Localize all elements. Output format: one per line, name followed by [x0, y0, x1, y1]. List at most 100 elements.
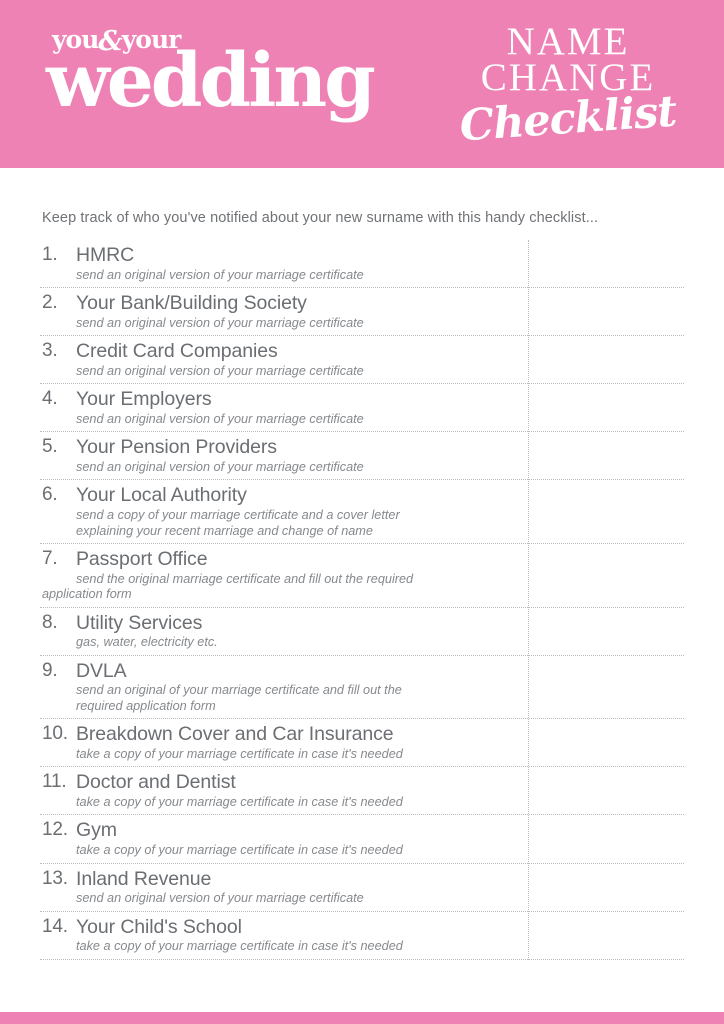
- item-title: Your Bank/Building Society: [76, 292, 307, 315]
- item-number: 6.: [42, 484, 58, 506]
- item-title: DVLA: [76, 659, 127, 682]
- item-number: 14.: [42, 915, 68, 937]
- item-title: Your Employers: [76, 388, 212, 411]
- item-body: Your Local Authority send a copy of your …: [76, 484, 684, 539]
- item-number: 10.: [42, 723, 68, 745]
- item-tick-cell[interactable]: [529, 916, 684, 955]
- item-number: 11.: [42, 771, 67, 793]
- item-description: take a copy of your marriage certificate…: [76, 843, 524, 858]
- item-description: send an original version of your marriag…: [76, 891, 524, 906]
- checklist-row: 12. Gym take a copy of your marriage certi…: [40, 815, 684, 864]
- item-tick-cell[interactable]: [529, 868, 684, 907]
- checklist-row: 3. Credit Card Companies send an original …: [40, 336, 684, 385]
- item-description: send an original version of your marriag…: [76, 268, 524, 283]
- item-tick-cell[interactable]: [529, 340, 684, 379]
- checklist-sheet: Keep track of who you've notified about …: [0, 168, 724, 1012]
- checklist-row-inner: 9. DVLA send an original of your marriage …: [40, 660, 684, 715]
- checklist-row-inner: 3. Credit Card Companies send an original …: [40, 340, 684, 379]
- item-description-line: send an original version of your marriag…: [76, 267, 364, 282]
- item-description: send the original marriage certificate a…: [42, 572, 524, 603]
- item-tick-cell[interactable]: [529, 819, 684, 858]
- checklist-row-inner: 8. Utility Services gas, water, electricit…: [40, 612, 684, 651]
- item-description: send an original version of your marriag…: [76, 412, 524, 427]
- title-line-name: NAME: [506, 20, 630, 63]
- checklist-row-inner: 2. Your Bank/Building Society send an orig…: [40, 292, 684, 331]
- item-description-line: gas, water, electricity etc.: [76, 635, 218, 650]
- checklist-row: 4. Your Employers send an original version…: [40, 384, 684, 433]
- item-description-line: send an original version of your marriag…: [76, 315, 364, 330]
- item-description-line: application form: [42, 587, 132, 602]
- checklist-row: 8. Utility Services gas, water, electricit…: [40, 608, 684, 656]
- checklist-row: 9. DVLA send an original of your marriage …: [40, 656, 684, 720]
- checklist-row-inner: 6. Your Local Authority send a copy of you…: [40, 484, 684, 539]
- footer-band: [0, 1012, 724, 1024]
- item-body: Your Child's School take a copy of your m…: [76, 916, 684, 955]
- item-body: Your Pension Providers send an original v…: [76, 436, 684, 475]
- item-description: take a copy of your marriage certificate…: [76, 939, 524, 954]
- item-description: send an original version of your marriag…: [76, 460, 524, 475]
- magazine-logo: you&your wedding: [46, 25, 376, 124]
- item-description-line: take a copy of your marriage certificate…: [76, 746, 403, 761]
- checklist-row-inner: 10. Breakdown Cover and Car Insurance take…: [40, 723, 684, 762]
- item-tick-cell[interactable]: [529, 244, 684, 283]
- logo-text-your: your: [121, 25, 182, 54]
- item-tick-cell[interactable]: [529, 723, 684, 762]
- item-tick-cell[interactable]: [529, 436, 684, 475]
- item-description-line: send the original marriage certificate a…: [76, 571, 414, 586]
- item-tick-cell[interactable]: [529, 771, 684, 810]
- checklist-row: 6. Your Local Authority send a copy of you…: [40, 480, 684, 545]
- item-number: 3.: [42, 340, 58, 362]
- item-tick-cell[interactable]: [529, 660, 684, 715]
- item-body: Passport Office send the original marriag…: [42, 548, 684, 603]
- ampersand-icon: &: [98, 26, 122, 57]
- item-title: Passport Office: [76, 548, 208, 571]
- checklist-row: 7. Passport Office send the original marri…: [40, 544, 684, 608]
- item-description-line: send an original version of your marriag…: [76, 891, 364, 906]
- item-number: 7.: [42, 548, 58, 570]
- item-title: Your Pension Providers: [76, 436, 277, 459]
- item-tick-cell[interactable]: [529, 612, 684, 651]
- checklist-row-inner: 12. Gym take a copy of your marriage certi…: [40, 819, 684, 858]
- checklist-table: 1. HMRC send an original version of your m…: [40, 240, 684, 960]
- logo-line-wedding: wedding: [46, 38, 376, 124]
- item-number: 8.: [42, 611, 58, 633]
- item-tick-cell[interactable]: [529, 484, 684, 539]
- item-body: Doctor and Dentist take a copy of your ma…: [76, 771, 684, 810]
- tick-column-divider: [528, 240, 529, 960]
- item-title: HMRC: [76, 244, 135, 266]
- item-description-line: take a copy of your marriage certificate…: [76, 939, 403, 954]
- item-title: Gym: [76, 819, 117, 842]
- item-description-line: send an original version of your marriag…: [76, 411, 364, 426]
- item-tick-cell[interactable]: [529, 548, 684, 603]
- checklist-row-inner: 4. Your Employers send an original version…: [40, 388, 684, 427]
- logo-text-you: you: [52, 25, 99, 54]
- item-description: take a copy of your marriage certificate…: [76, 795, 524, 810]
- item-number: 12.: [42, 819, 68, 841]
- item-tick-cell[interactable]: [529, 388, 684, 427]
- item-description: send an original of your marriage certif…: [76, 683, 524, 714]
- item-description-line: take a copy of your marriage certificate…: [76, 795, 403, 809]
- item-title: Breakdown Cover and Car Insurance: [76, 723, 394, 746]
- item-description-line: take a copy of your marriage certificate…: [76, 843, 403, 858]
- item-number: 1.: [42, 244, 58, 265]
- item-number: 9.: [42, 659, 58, 681]
- item-number: 4.: [42, 388, 58, 410]
- item-number: 5.: [42, 436, 58, 458]
- item-body: Your Employers send an original version o…: [76, 388, 684, 427]
- item-description: send a copy of your marriage certificate…: [76, 508, 524, 539]
- checklist-row-inner: 14. Your Child's School take a copy of you…: [40, 916, 684, 955]
- checklist-row-inner: 7. Passport Office send the original marri…: [40, 548, 684, 603]
- item-body: Utility Services gas, water, electricity …: [76, 612, 684, 651]
- title-line-change: CHANGE: [480, 55, 656, 99]
- checklist-row-inner: 1. HMRC send an original version of your m…: [40, 244, 684, 283]
- checklist-row: 11. Doctor and Dentist take a copy of your…: [40, 767, 684, 816]
- checklist-row: 14. Your Child's School take a copy of you…: [40, 912, 684, 960]
- item-body: Credit Card Companies send an original ve…: [76, 340, 684, 379]
- item-description: send an original version of your marriag…: [76, 364, 524, 379]
- item-tick-cell[interactable]: [529, 292, 684, 331]
- logo-line-you-and-your: you&your: [52, 25, 366, 55]
- checklist-row-inner: 13. Inland Revenue send an original versio…: [40, 868, 684, 907]
- item-description-line: send an original version of your marriag…: [76, 459, 364, 474]
- checklist-row: 2. Your Bank/Building Society send an orig…: [40, 288, 684, 337]
- item-description-line: explaining your recent marriage and chan…: [76, 523, 373, 538]
